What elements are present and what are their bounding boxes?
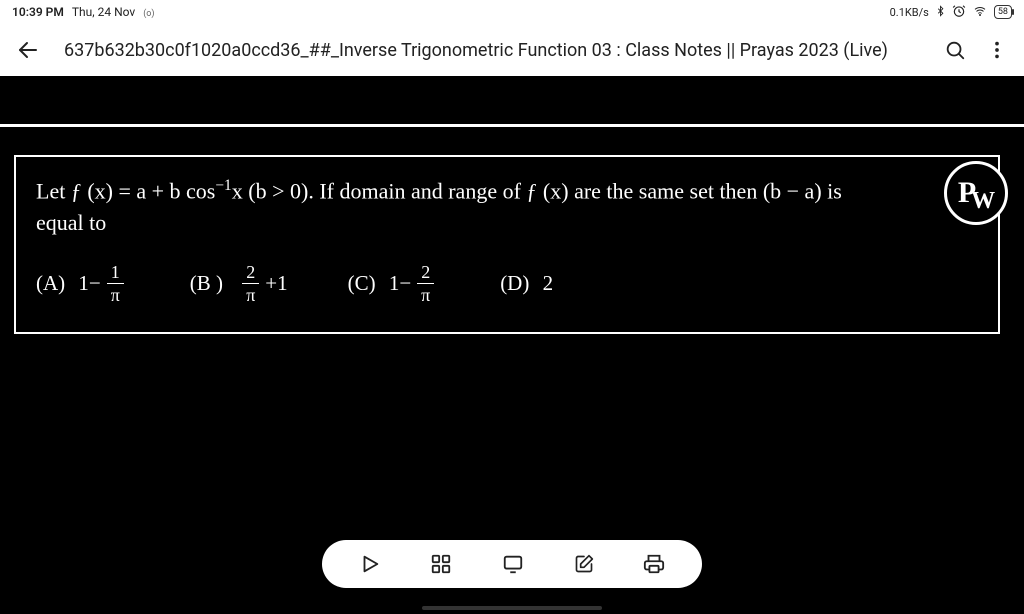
options-row: (A) 1−1π (B ) 2π+1 (C) 1−2π (D) 2 — [36, 263, 892, 304]
alarm-icon — [952, 4, 966, 21]
appbar-actions — [944, 39, 1008, 61]
option-a[interactable]: (A) 1− 1π — [36, 263, 130, 304]
status-bar: 10:39 PM Thu, 24 Nov (o) 0.1KB/s 58 — [0, 0, 1024, 24]
option-d-text: 2 — [543, 271, 554, 296]
document-viewport[interactable]: Let ƒ (x) = a + b cos−1x (b > 0). If dom… — [0, 76, 1024, 614]
prompt-part-1: Let ƒ (x) = a + b cos — [36, 178, 215, 203]
horizontal-divider — [0, 124, 1024, 127]
spacer-top — [0, 76, 1024, 124]
option-b-tail: +1 — [265, 271, 287, 296]
option-d-label: (D) — [500, 271, 529, 296]
bluetooth-icon — [935, 4, 946, 21]
question-box: Let ƒ (x) = a + b cos−1x (b > 0). If dom… — [14, 155, 1000, 334]
status-time: 10:39 PM — [12, 5, 64, 19]
option-c-lead: 1− — [389, 271, 411, 296]
question-wrapper: Let ƒ (x) = a + b cos−1x (b > 0). If dom… — [14, 155, 1000, 334]
page-title: 637b632b30c0f1020a0ccd36_##_Inverse Trig… — [64, 40, 920, 61]
option-a-lead: 1− — [78, 271, 100, 296]
print-button[interactable] — [643, 553, 665, 575]
status-left: 10:39 PM Thu, 24 Nov (o) — [12, 5, 155, 19]
option-c-den: π — [421, 284, 430, 304]
status-date: Thu, 24 Nov — [72, 5, 135, 19]
option-c-num: 2 — [417, 263, 434, 284]
pw-logo-w: W — [971, 188, 992, 215]
option-b[interactable]: (B ) 2π+1 — [190, 263, 288, 304]
option-c[interactable]: (C) 1−2π — [348, 263, 441, 304]
pw-logo: PW — [944, 161, 1008, 225]
app-bar: 637b632b30c0f1020a0ccd36_##_Inverse Trig… — [0, 24, 1024, 76]
back-button[interactable] — [16, 38, 40, 62]
option-d[interactable]: (D) 2 — [500, 271, 553, 296]
grid-view-button[interactable] — [430, 553, 452, 575]
option-c-label: (C) — [348, 271, 376, 296]
display-button[interactable] — [502, 553, 524, 575]
option-c-fraction: 2π — [417, 263, 434, 304]
wifi-icon — [972, 5, 988, 20]
option-b-label: (B ) — [190, 271, 223, 296]
prompt-exponent: −1 — [215, 177, 231, 194]
option-b-fraction: 2π — [242, 263, 259, 304]
status-net-speed: 0.1KB/s — [890, 6, 929, 19]
home-indicator[interactable] — [422, 606, 602, 610]
edit-button[interactable] — [574, 554, 594, 574]
search-button[interactable] — [944, 39, 966, 61]
more-options-button[interactable] — [986, 39, 1008, 61]
status-right: 0.1KB/s 58 — [890, 4, 1012, 21]
battery-level: 58 — [998, 6, 1008, 18]
status-dnd: (o) — [143, 9, 154, 19]
option-a-den: π — [111, 284, 120, 304]
option-b-num: 2 — [242, 263, 259, 284]
bottom-toolbar — [322, 540, 702, 588]
option-a-num: 1 — [107, 263, 124, 284]
option-a-label: (A) — [36, 271, 65, 296]
question-prompt: Let ƒ (x) = a + b cos−1x (b > 0). If dom… — [36, 175, 892, 239]
battery-indicator: 58 — [994, 5, 1012, 19]
play-button[interactable] — [359, 553, 381, 575]
option-a-fraction: 1π — [107, 263, 124, 304]
option-b-den: π — [246, 284, 255, 304]
